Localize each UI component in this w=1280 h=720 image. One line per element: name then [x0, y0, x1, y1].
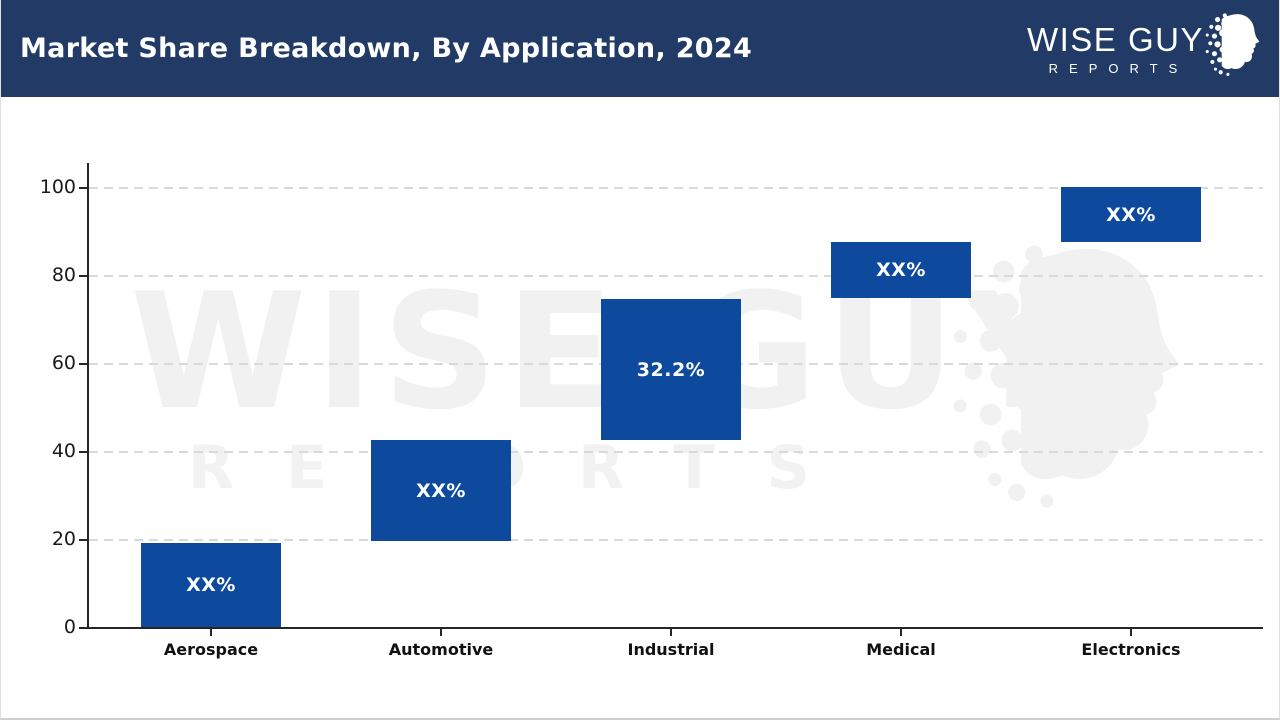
watermark-face-icon: [953, 245, 1180, 508]
y-tick-label: 20: [51, 528, 76, 550]
y-tick-mark: [79, 539, 87, 541]
bar-value-label: XX%: [186, 573, 236, 596]
bar-value-label: XX%: [876, 258, 926, 281]
y-tick-label: 40: [51, 440, 76, 462]
y-gridline: [89, 539, 1263, 541]
y-gridline: [89, 451, 1263, 453]
bar-value-label: XX%: [1106, 203, 1156, 226]
x-tick-mark: [440, 629, 442, 636]
y-gridline: [89, 187, 1263, 189]
logo-text: WISE GUY REPORTS: [1027, 23, 1204, 75]
y-tick-label: 0: [63, 616, 76, 638]
header-bar: Market Share Breakdown, By Application, …: [0, 0, 1280, 97]
x-axis-label: Aerospace: [163, 640, 259, 659]
logo-wordmark: WISE GUY: [1026, 20, 1204, 58]
x-tick-mark: [1130, 629, 1132, 636]
bar: XX%: [831, 242, 971, 298]
y-tick-mark: [79, 187, 87, 189]
y-tick-mark: [79, 363, 87, 365]
bar: XX%: [371, 440, 511, 542]
bar: XX%: [1061, 187, 1201, 242]
x-axis-label: Electronics: [1081, 640, 1181, 659]
y-tick-mark: [79, 275, 87, 277]
x-axis-label: Medical: [866, 640, 936, 659]
x-tick-mark: [670, 629, 672, 636]
x-axis-spine: [87, 627, 1263, 629]
logo-subtitle: REPORTS: [1048, 60, 1189, 76]
y-axis-spine: [87, 163, 89, 629]
x-tick-mark: [210, 629, 212, 636]
bar-value-label: XX%: [416, 479, 466, 502]
bar: XX%: [141, 542, 281, 627]
y-gridline: [89, 275, 1263, 277]
y-tick-mark: [79, 451, 87, 453]
x-tick-mark: [900, 629, 902, 636]
y-tick-label: 60: [51, 352, 76, 374]
bar-value-label: 32.2%: [636, 358, 706, 381]
y-tick-label: 100: [39, 176, 76, 198]
y-tick-mark: [79, 627, 87, 629]
wise-guy-face-icon: [1205, 12, 1260, 76]
bar: 32.2%: [601, 298, 741, 441]
wise-guy-logo: WISE GUY REPORTS: [1027, 9, 1262, 89]
x-axis-label: Industrial: [627, 640, 715, 659]
chart-title: Market Share Breakdown, By Application, …: [20, 33, 753, 64]
x-axis-label: Automotive: [388, 640, 494, 659]
y-tick-label: 80: [51, 264, 76, 286]
